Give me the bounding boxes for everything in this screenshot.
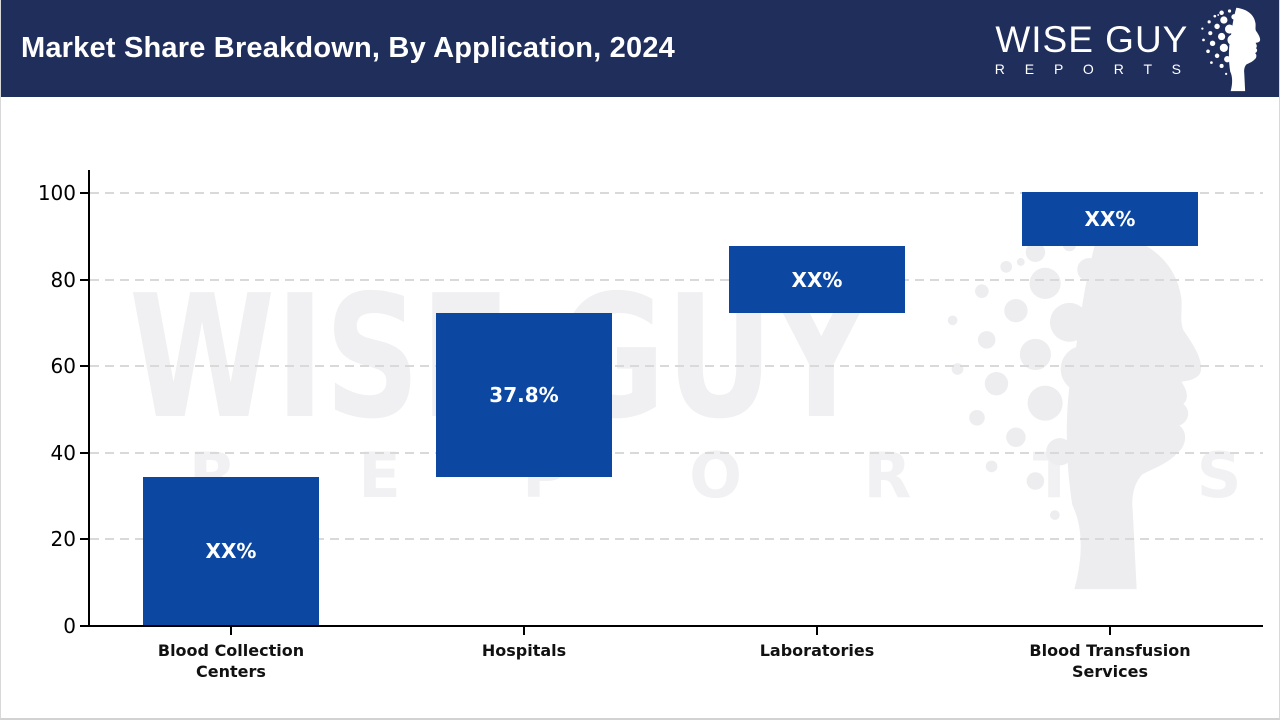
x-axis-category-label: Hospitals xyxy=(409,640,639,661)
y-gridline xyxy=(90,538,1263,541)
waterfall-bar: XX% xyxy=(143,476,319,625)
y-gridline xyxy=(90,192,1263,194)
x-axis-category-label: Blood Collection Centers xyxy=(116,640,346,682)
y-axis-tick xyxy=(80,451,88,454)
x-axis-category-label-line: Services xyxy=(1071,662,1149,681)
x-axis-category-label-line: Hospitals xyxy=(481,641,567,660)
logo-name-text: WISE GUY xyxy=(995,18,1189,60)
dotted-head-icon xyxy=(1201,7,1261,91)
y-axis-tick xyxy=(80,365,88,368)
y-axis-tick xyxy=(80,278,88,281)
x-axis-tick xyxy=(523,627,525,635)
y-axis-tick xyxy=(80,538,88,541)
y-axis-tick-label: 20 xyxy=(50,527,76,552)
y-axis-tick xyxy=(80,192,88,194)
bar-value-label: XX% xyxy=(1084,207,1136,232)
watermark-head-icon xyxy=(947,230,1202,590)
header-banner: Market Share Breakdown, By Application, … xyxy=(1,0,1279,97)
x-axis-category-label: Blood Transfusion Services xyxy=(995,640,1225,682)
waterfall-bar: 37.8% xyxy=(436,313,612,477)
x-axis-category-label-line: Laboratories xyxy=(759,641,875,660)
y-gridline xyxy=(90,365,1263,368)
y-axis-tick xyxy=(80,625,88,627)
x-axis-line xyxy=(88,625,1263,627)
chart-area: WISE GUY R E P O R T S 0 20 40 60 80 100 XX% Bl… xyxy=(1,97,1279,718)
y-axis-line xyxy=(88,170,90,627)
x-axis-tick xyxy=(1109,627,1111,635)
y-axis-tick-label: 40 xyxy=(50,440,76,465)
x-axis-tick xyxy=(230,627,232,635)
y-gridline xyxy=(90,278,1263,281)
bar-value-label: 37.8% xyxy=(489,383,559,408)
logo-wordmark: WISE GUY R E P O R T S xyxy=(994,18,1189,77)
wise-guy-logo: WISE GUY R E P O R T S xyxy=(995,6,1267,92)
x-axis-category-label-line: Centers xyxy=(196,662,266,681)
y-axis-tick-label: 80 xyxy=(50,267,76,292)
y-axis-tick-label: 60 xyxy=(50,354,76,379)
x-axis-tick xyxy=(816,627,818,635)
waterfall-bar: XX% xyxy=(729,246,905,314)
bar-value-label: XX% xyxy=(791,267,843,292)
bar-value-label: XX% xyxy=(205,538,257,563)
y-axis-tick-label: 100 xyxy=(37,181,76,205)
waterfall-bar: XX% xyxy=(1022,192,1198,247)
x-axis-category-label-line: Blood Transfusion xyxy=(1029,641,1191,660)
chart-title: Market Share Breakdown, By Application, … xyxy=(21,32,675,64)
x-axis-category-label: Laboratories xyxy=(702,640,932,661)
x-axis-category-label-line: Blood Collection xyxy=(157,641,305,660)
y-axis-tick-label: 0 xyxy=(63,614,76,638)
logo-sub-text: R E P O R T S xyxy=(994,60,1189,77)
y-gridline xyxy=(90,451,1263,454)
